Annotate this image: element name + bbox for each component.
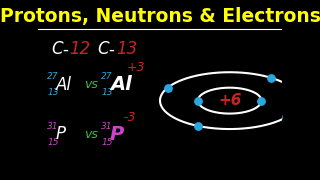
Text: 13: 13 (116, 40, 137, 58)
Text: -3: -3 (123, 111, 136, 124)
Point (268, 76, 273, 79)
Point (284, 116, 289, 119)
Point (259, 99, 264, 102)
Text: 31: 31 (47, 122, 59, 131)
Text: 27: 27 (47, 72, 59, 81)
Text: 31: 31 (101, 122, 113, 131)
Text: P: P (55, 125, 65, 143)
Point (165, 86, 170, 89)
Point (195, 99, 200, 102)
Text: +6: +6 (218, 93, 241, 108)
Text: 15: 15 (47, 138, 59, 147)
Text: vs: vs (84, 78, 98, 91)
Text: 27: 27 (101, 72, 113, 81)
Text: C: C (98, 40, 109, 58)
Text: vs: vs (84, 128, 98, 141)
Text: -: - (109, 40, 115, 58)
Text: Al: Al (110, 75, 132, 94)
Text: Al: Al (55, 76, 71, 94)
Text: 13: 13 (101, 88, 113, 97)
Text: +3: +3 (127, 61, 146, 74)
Text: -: - (62, 40, 68, 58)
Text: Protons, Neutrons & Electrons: Protons, Neutrons & Electrons (0, 7, 320, 26)
Text: C: C (51, 40, 63, 58)
Text: P: P (110, 125, 124, 144)
Text: 12: 12 (69, 40, 91, 58)
Point (196, 125, 201, 127)
Text: 13: 13 (47, 88, 59, 97)
Text: 15: 15 (101, 138, 113, 147)
